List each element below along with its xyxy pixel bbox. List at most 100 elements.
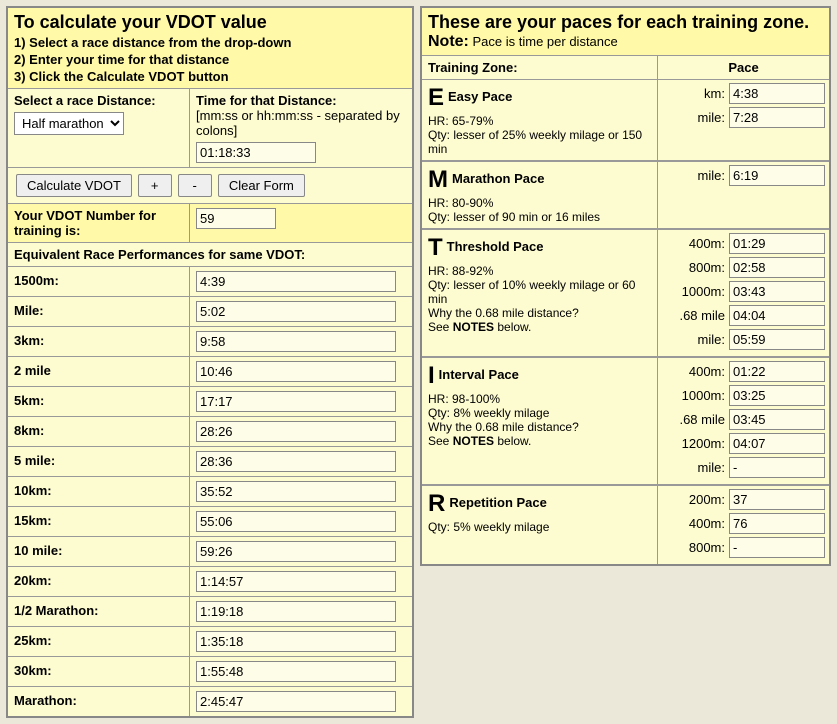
zone-row: EEasy PaceHR: 65-79%Qty: lesser of 25% w… [422,80,829,162]
pace-input[interactable] [729,385,825,406]
equiv-dist: 3km: [8,327,190,356]
pace-input[interactable] [729,457,825,478]
pace-input[interactable] [729,107,825,128]
minus-button[interactable]: - [178,174,212,197]
pace-label: mile: [667,460,725,475]
pace-input[interactable] [729,281,825,302]
pace-row: km: [662,83,825,104]
pace-row: .68 mile [662,409,825,430]
zone-letter: R [428,490,445,518]
equiv-row: 30km: [8,657,412,687]
pace-label: 400m: [667,516,725,531]
equiv-row: 1/2 Marathon: [8,597,412,627]
equiv-time-input[interactable] [196,661,396,682]
col-pace: Pace [658,56,829,79]
pace-row: 400m: [662,513,825,534]
equiv-time-input[interactable] [196,421,396,442]
zone-letter: I [428,362,435,390]
calculate-button[interactable]: Calculate VDOT [16,174,132,197]
distance-select[interactable]: Half marathon [14,112,124,135]
zone-letter: M [428,166,448,194]
pace-row: 400m: [662,233,825,254]
pace-label: mile: [667,168,725,183]
equiv-header: Equivalent Race Performances for same VD… [8,243,412,267]
equiv-time-input[interactable] [196,361,396,382]
pace-input[interactable] [729,433,825,454]
equiv-time-input[interactable] [196,271,396,292]
zone-letter: T [428,234,443,262]
equiv-dist: 10 mile: [8,537,190,566]
equiv-time-input[interactable] [196,631,396,652]
equiv-dist: 30km: [8,657,190,686]
equiv-dist: 20km: [8,567,190,596]
equiv-time-input[interactable] [196,391,396,412]
equiv-row: 5km: [8,387,412,417]
pace-label: mile: [667,110,725,125]
vdot-result-input[interactable] [196,208,276,229]
step-2: 2) Enter your time for that distance [14,52,406,67]
pace-input[interactable] [729,83,825,104]
paces-panel: These are your paces for each training z… [420,6,831,566]
pace-input[interactable] [729,257,825,278]
equiv-time-input[interactable] [196,331,396,352]
equiv-row: 3km: [8,327,412,357]
equiv-row: 10 mile: [8,537,412,567]
equiv-dist: 1/2 Marathon: [8,597,190,626]
pace-row: mile: [662,165,825,186]
pace-input[interactable] [729,329,825,350]
pace-label: 1000m: [667,388,725,403]
equiv-time-input[interactable] [196,511,396,532]
equiv-time-input[interactable] [196,451,396,472]
zone-row: RRepetition PaceQty: 5% weekly milage200… [422,486,829,564]
zone-row: TThreshold PaceHR: 88-92%Qty: lesser of … [422,230,829,358]
pace-label: 800m: [667,540,725,555]
pace-row: 200m: [662,489,825,510]
equiv-time-input[interactable] [196,301,396,322]
pace-input[interactable] [729,537,825,558]
pace-input[interactable] [729,513,825,534]
zone-name: Threshold Pace [447,239,544,254]
pace-input[interactable] [729,233,825,254]
equiv-time-input[interactable] [196,541,396,562]
pace-row: mile: [662,329,825,350]
equiv-row: 15km: [8,507,412,537]
equiv-time-input[interactable] [196,481,396,502]
zone-details: Qty: 5% weekly milage [428,520,651,534]
equiv-row: 20km: [8,567,412,597]
pace-input[interactable] [729,305,825,326]
equiv-table: 1500m:Mile:3km:2 mile5km:8km:5 mile:10km… [8,267,412,716]
equiv-time-input[interactable] [196,571,396,592]
pace-input[interactable] [729,361,825,382]
pace-label: .68 mile [667,308,725,323]
pace-row: 400m: [662,361,825,382]
zone-name: Marathon Pace [452,171,544,186]
zone-letter: E [428,84,444,112]
pace-row: 1000m: [662,281,825,302]
col-zone: Training Zone: [422,56,658,79]
equiv-dist: 8km: [8,417,190,446]
time-input[interactable] [196,142,316,163]
pace-input[interactable] [729,409,825,430]
pace-label: 400m: [667,236,725,251]
pace-label: mile: [667,332,725,347]
equiv-time-input[interactable] [196,601,396,622]
zone-name: Interval Pace [439,367,519,382]
pace-input[interactable] [729,165,825,186]
pace-row: 800m: [662,537,825,558]
equiv-dist: 25km: [8,627,190,656]
paces-note: Note: Pace is time per distance [428,33,823,51]
step-1: 1) Select a race distance from the drop-… [14,35,406,50]
step-3: 3) Click the Calculate VDOT button [14,69,406,84]
pace-row: mile: [662,107,825,128]
zone-details: HR: 98-100%Qty: 8% weekly milageWhy the … [428,392,651,448]
zone-details: HR: 65-79%Qty: lesser of 25% weekly mila… [428,114,651,156]
zone-row: MMarathon PaceHR: 80-90%Qty: lesser of 9… [422,162,829,230]
pace-input[interactable] [729,489,825,510]
equiv-dist: Mile: [8,297,190,326]
pace-row: 1200m: [662,433,825,454]
equiv-dist: 10km: [8,477,190,506]
equiv-dist: 5km: [8,387,190,416]
plus-button[interactable]: + [138,174,172,197]
clear-button[interactable]: Clear Form [218,174,305,197]
pace-label: 800m: [667,260,725,275]
